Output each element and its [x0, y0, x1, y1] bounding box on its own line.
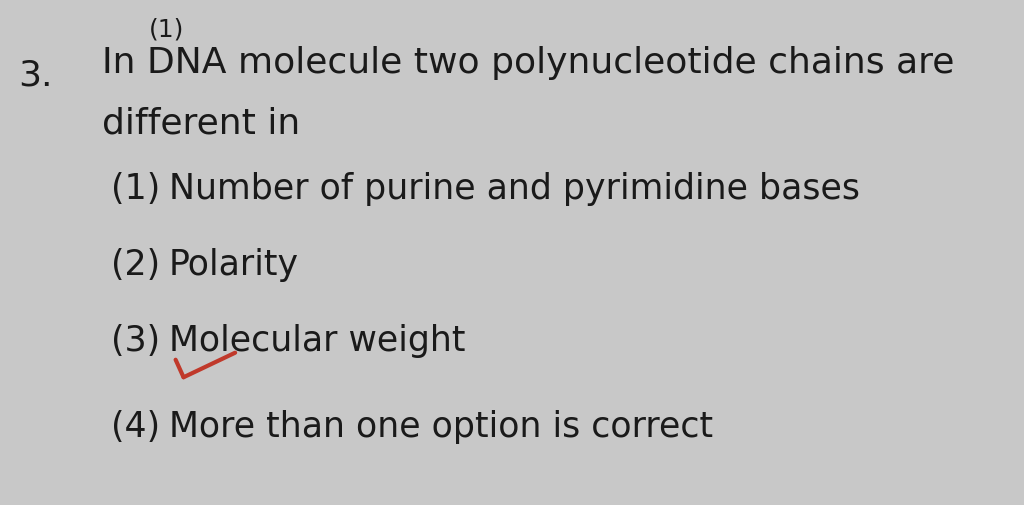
- Text: (3): (3): [111, 323, 160, 357]
- Text: (4): (4): [111, 409, 160, 443]
- Text: Number of purine and pyrimidine bases: Number of purine and pyrimidine bases: [169, 172, 860, 206]
- Text: different in: different in: [102, 106, 301, 140]
- Text: Molecular weight: Molecular weight: [169, 323, 466, 357]
- Text: (2): (2): [111, 247, 160, 281]
- Text: Polarity: Polarity: [169, 247, 299, 281]
- Text: (1): (1): [111, 172, 160, 206]
- Text: 3.: 3.: [18, 58, 53, 92]
- Text: In DNA molecule two polynucleotide chains are: In DNA molecule two polynucleotide chain…: [102, 45, 954, 79]
- Text: (1): (1): [148, 18, 184, 41]
- Text: More than one option is correct: More than one option is correct: [169, 409, 713, 443]
